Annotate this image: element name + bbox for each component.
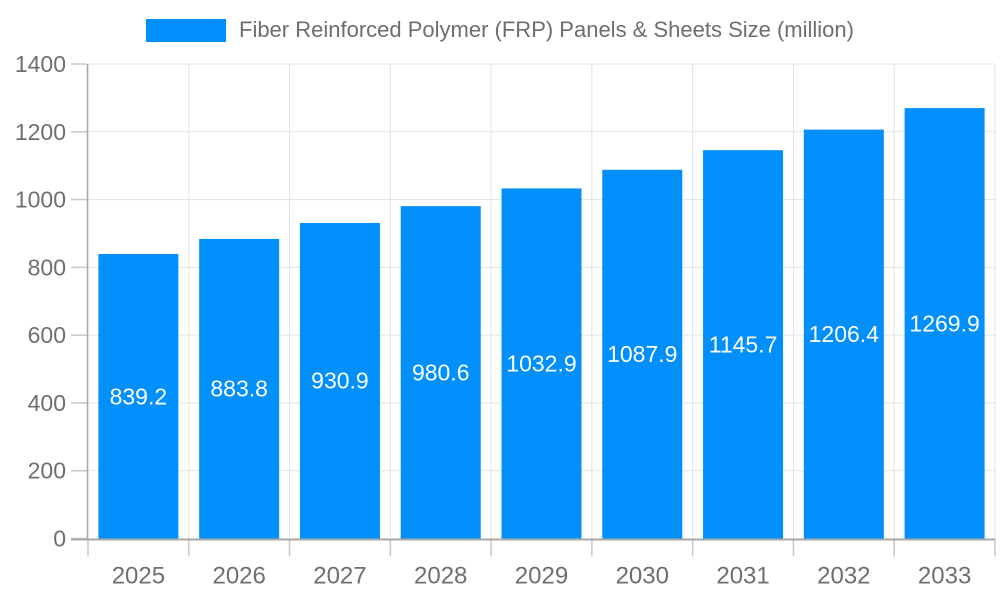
x-tick-label: 2027 bbox=[313, 563, 366, 590]
bar-value-label: 1145.7 bbox=[709, 331, 778, 357]
y-tick-label: 1200 bbox=[15, 119, 66, 145]
y-tick-label: 1400 bbox=[15, 51, 66, 77]
legend[interactable]: Fiber Reinforced Polymer (FRP) Panels & … bbox=[0, 17, 1000, 43]
bar-value-labels: 839.2 883.8 930.9 980.6 1032.9 1087.9 1145.7 12… bbox=[110, 310, 980, 409]
y-axis-labels: 0 200 400 600 800 1000 1200 1400 bbox=[15, 51, 66, 552]
bar-value-label: 839.2 bbox=[110, 383, 168, 409]
bar-value-label: 1269.9 bbox=[909, 310, 979, 336]
bars-series bbox=[98, 108, 985, 539]
bar-2032[interactable] bbox=[803, 129, 884, 539]
y-tick-label: 0 bbox=[53, 526, 66, 552]
x-tick-label: 2030 bbox=[616, 563, 669, 590]
legend-label: Fiber Reinforced Polymer (FRP) Panels & … bbox=[239, 17, 854, 42]
x-axis-labels: 2025 2026 2027 2028 2029 2030 2031 2032 2033 bbox=[112, 563, 972, 590]
y-tick-label: 400 bbox=[28, 390, 66, 416]
x-tick-label: 2028 bbox=[414, 563, 467, 590]
bar-value-label: 1206.4 bbox=[809, 321, 880, 347]
bar-2031[interactable] bbox=[703, 150, 784, 539]
y-tick-label: 600 bbox=[28, 322, 66, 348]
bar-2027[interactable] bbox=[299, 222, 380, 539]
bar-value-label: 1032.9 bbox=[506, 350, 576, 376]
bar-2030[interactable] bbox=[602, 169, 683, 539]
bar-2026[interactable] bbox=[199, 238, 280, 539]
x-tick-label: 2026 bbox=[212, 563, 265, 590]
x-tick-label: 2033 bbox=[918, 563, 971, 590]
x-tick-label: 2029 bbox=[515, 563, 568, 590]
bar-2025[interactable] bbox=[98, 254, 179, 539]
x-tick-label: 2031 bbox=[716, 563, 769, 590]
x-tick-label: 2032 bbox=[817, 563, 870, 590]
y-tick-label: 200 bbox=[28, 458, 66, 484]
x-tick-label: 2025 bbox=[112, 563, 165, 590]
bar-2028[interactable] bbox=[400, 206, 481, 539]
y-tick-label: 1000 bbox=[15, 187, 66, 213]
bar-value-label: 930.9 bbox=[311, 368, 369, 394]
bar-value-label: 980.6 bbox=[412, 359, 470, 385]
bar-value-label: 883.8 bbox=[210, 376, 268, 402]
bar-2029[interactable] bbox=[501, 188, 582, 539]
axes bbox=[71, 63, 996, 557]
bar-2033[interactable] bbox=[904, 108, 985, 539]
bar-value-label: 1087.9 bbox=[607, 341, 677, 367]
y-tick-label: 800 bbox=[28, 254, 66, 280]
legend-swatch bbox=[146, 18, 226, 42]
